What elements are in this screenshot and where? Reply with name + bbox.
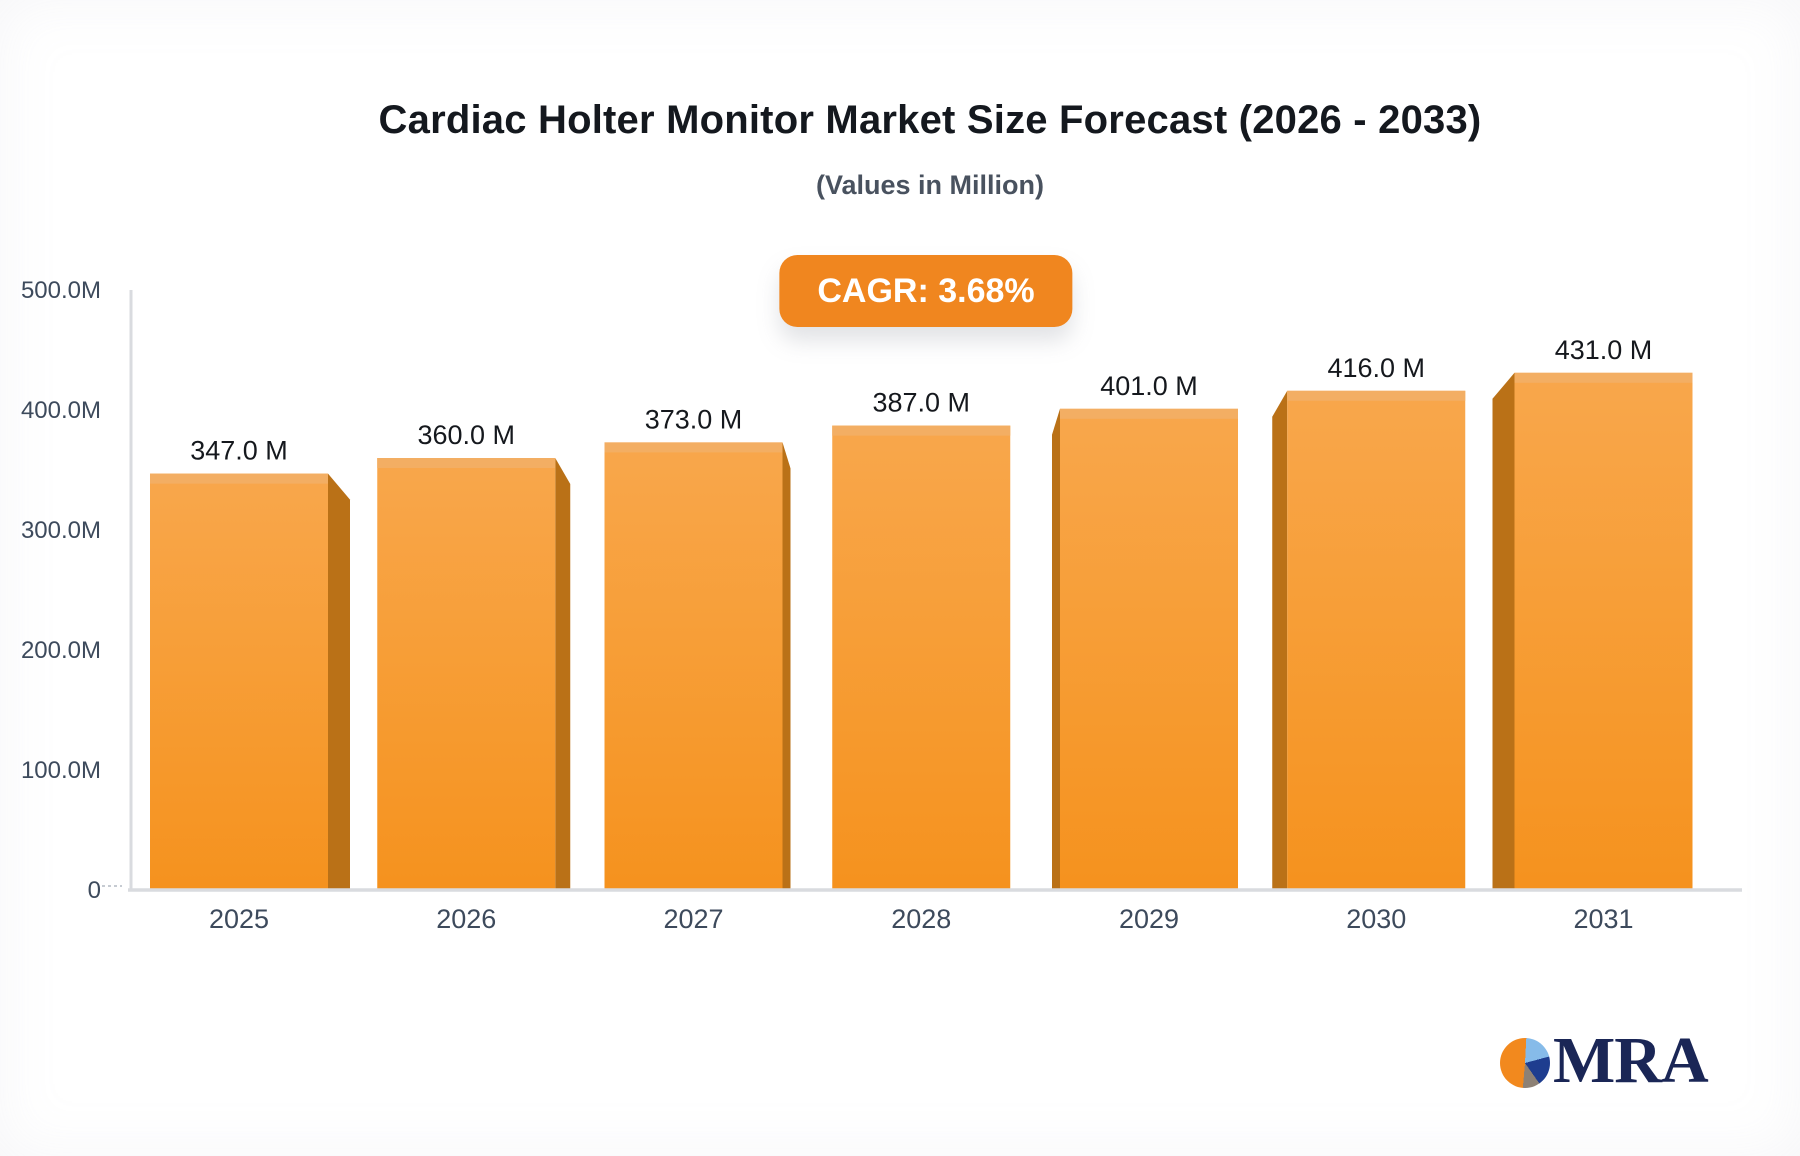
bar-top-strip — [604, 442, 783, 453]
bar-top-strip — [377, 458, 556, 468]
chart-title: Cardiac Holter Monitor Market Size Forec… — [378, 98, 1482, 142]
chart-subtitle: (Values in Million) — [815, 170, 1045, 200]
bar-face — [377, 458, 556, 889]
x-axis-label: 2031 — [1573, 904, 1633, 934]
bar-group-2029: 401.0 M — [1052, 371, 1238, 889]
y-axis-label: 0 — [88, 877, 101, 904]
y-axis-label: 100.0M — [21, 757, 101, 784]
bar-top-strip — [1514, 372, 1693, 383]
bar-top-strip — [1287, 390, 1466, 401]
bar-face — [150, 473, 328, 889]
bar-group-2025: 347.0 M — [150, 436, 350, 889]
y-axis-label: 400.0M — [21, 397, 101, 424]
x-axis-label: 2025 — [209, 904, 269, 934]
y-axis-label: 200.0M — [21, 637, 101, 664]
bar-group-2026: 360.0 M — [377, 420, 571, 889]
bar-value-label: 360.0 M — [417, 420, 515, 450]
bar-value-label: 373.0 M — [645, 404, 743, 434]
bar-face — [1287, 390, 1466, 889]
x-axis-label: 2028 — [891, 904, 951, 934]
bar-top-strip — [832, 425, 1011, 436]
mra-logo: MRA — [1500, 1024, 1709, 1097]
x-axis-label: 2030 — [1346, 904, 1406, 934]
bar-group-2031: 431.0 M — [1492, 335, 1693, 889]
x-axis-label: 2027 — [663, 904, 723, 934]
bar-side-face — [1492, 372, 1515, 889]
bar-group-2028: 387.0 M — [832, 388, 1011, 889]
logo-text: MRA — [1553, 1024, 1709, 1097]
y-axis-label: 500.0M — [21, 277, 101, 304]
bar-value-label: 431.0 M — [1555, 335, 1653, 365]
bar-value-label: 387.0 M — [872, 388, 970, 418]
bar-face — [1060, 408, 1238, 889]
bar-side-face — [555, 458, 571, 889]
bar-side-face — [1272, 390, 1288, 889]
y-axis-label: 300.0M — [21, 517, 101, 544]
bar-group-2030: 416.0 M — [1272, 353, 1466, 889]
x-axis-label: 2029 — [1119, 904, 1179, 934]
bar-value-label: 401.0 M — [1100, 371, 1198, 401]
bar-top-strip — [150, 473, 328, 484]
bar-face — [832, 425, 1011, 889]
bar-side-face — [1052, 408, 1060, 889]
bar-side-face — [782, 442, 791, 889]
bar-top-strip — [1060, 408, 1238, 419]
bar-value-label: 416.0 M — [1327, 353, 1425, 383]
pie-chart-logo-icon — [1500, 1038, 1550, 1088]
x-axis-label: 2026 — [436, 904, 496, 934]
cagr-badge: CAGR: 3.68% — [779, 255, 1073, 327]
bar-side-face — [328, 473, 350, 889]
bar-value-label: 347.0 M — [190, 436, 288, 466]
bar-group-2027: 373.0 M — [604, 404, 791, 889]
bar-face — [1514, 372, 1693, 889]
bar-face — [604, 442, 783, 889]
